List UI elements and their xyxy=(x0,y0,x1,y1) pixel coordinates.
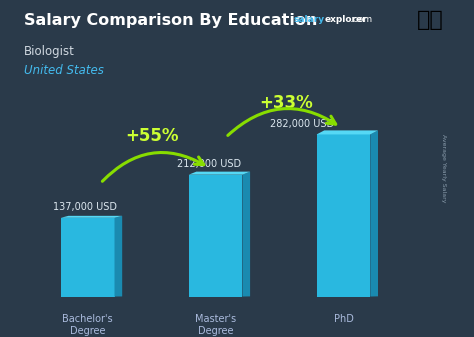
Text: salary: salary xyxy=(294,15,325,24)
Text: Biologist: Biologist xyxy=(24,45,74,59)
Text: PhD: PhD xyxy=(334,314,354,324)
Text: +55%: +55% xyxy=(125,127,178,145)
Polygon shape xyxy=(61,218,115,297)
Polygon shape xyxy=(189,175,242,297)
Polygon shape xyxy=(317,134,370,297)
Text: Bachelor's
Degree: Bachelor's Degree xyxy=(63,314,113,336)
Text: 282,000 USD: 282,000 USD xyxy=(271,119,335,129)
Text: +33%: +33% xyxy=(259,94,313,112)
Text: Salary Comparison By Education: Salary Comparison By Education xyxy=(24,13,317,29)
Polygon shape xyxy=(242,172,250,297)
Text: explorer: explorer xyxy=(325,15,367,24)
Polygon shape xyxy=(370,130,378,297)
Polygon shape xyxy=(115,216,122,297)
Text: United States: United States xyxy=(24,64,104,77)
Text: 137,000 USD: 137,000 USD xyxy=(53,202,117,212)
Text: Average Yearly Salary: Average Yearly Salary xyxy=(441,134,446,203)
Polygon shape xyxy=(61,216,122,218)
Text: 212,000 USD: 212,000 USD xyxy=(177,159,241,169)
Polygon shape xyxy=(317,130,378,134)
Text: .com: .com xyxy=(350,15,372,24)
Polygon shape xyxy=(189,172,250,175)
Text: Master's
Degree: Master's Degree xyxy=(195,314,236,336)
Text: 🇺🇸: 🇺🇸 xyxy=(417,10,444,30)
